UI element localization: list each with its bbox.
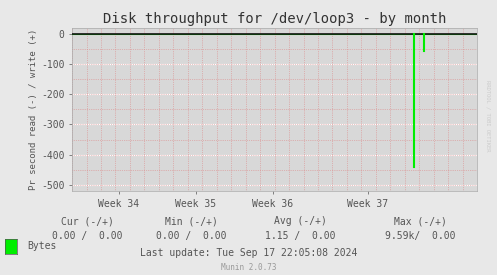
Text: 9.59k/  0.00: 9.59k/ 0.00 [385,231,455,241]
Text: 0.00 /  0.00: 0.00 / 0.00 [156,231,227,241]
Text: Cur (-/+): Cur (-/+) [61,216,113,226]
Text: 0.00 /  0.00: 0.00 / 0.00 [52,231,122,241]
Y-axis label: Pr second read (-) / write (+): Pr second read (-) / write (+) [29,29,38,190]
Title: Disk throughput for /dev/loop3 - by month: Disk throughput for /dev/loop3 - by mont… [103,12,446,26]
Text: Last update: Tue Sep 17 22:05:08 2024: Last update: Tue Sep 17 22:05:08 2024 [140,248,357,258]
Text: Munin 2.0.73: Munin 2.0.73 [221,263,276,272]
Text: Bytes: Bytes [27,241,57,251]
Text: 1.15 /  0.00: 1.15 / 0.00 [265,231,336,241]
Text: RRDTOOL / TOBI OETIKER: RRDTOOL / TOBI OETIKER [486,80,491,151]
Text: Max (-/+): Max (-/+) [394,216,446,226]
Text: Min (-/+): Min (-/+) [165,216,218,226]
Text: Avg (-/+): Avg (-/+) [274,216,327,226]
